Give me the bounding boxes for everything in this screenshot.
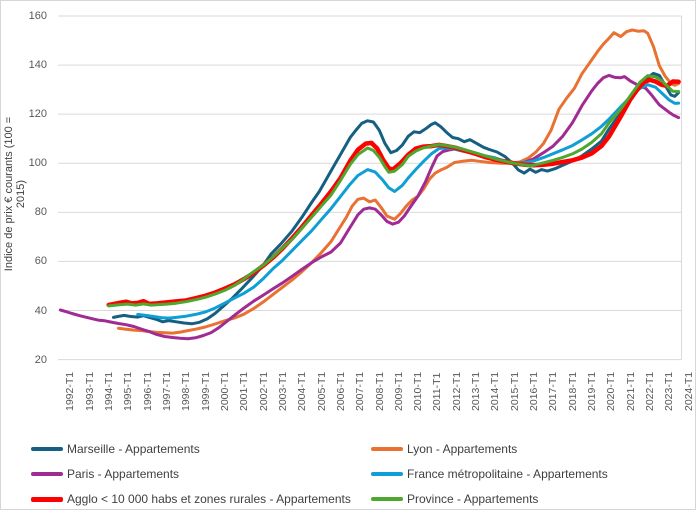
series-line [116, 28, 681, 335]
x-tick-label: 2021-T1 [624, 371, 637, 411]
x-tick-label: 2018-T1 [566, 371, 579, 411]
legend-label: Province - Appartements [407, 492, 539, 506]
legend-item: Province - Appartements [371, 491, 538, 507]
legend-swatch-line [31, 496, 63, 502]
x-tick-label: 2005-T1 [315, 371, 328, 411]
legend-label: Lyon - Appartements [407, 442, 518, 456]
x-tick-label: 2009-T1 [392, 371, 405, 411]
x-tick-label: 2014-T1 [489, 371, 502, 411]
series-line [107, 74, 681, 308]
legend-item: Paris - Appartements [31, 466, 179, 482]
y-axis-title: Indice de prix € courants (100 = 2015) [3, 116, 27, 272]
x-tick-label: 2013-T1 [470, 371, 483, 411]
legend-item: France métropolitaine - Appartements [371, 466, 608, 482]
x-tick-label: 2007-T1 [354, 371, 367, 411]
x-tick-label: 2016-T1 [528, 371, 541, 411]
y-tick-label: 80 [34, 206, 47, 219]
legend-swatch-line [371, 472, 403, 476]
y-tick-label: 40 [34, 304, 47, 317]
x-tick-label: 2022-T1 [644, 371, 656, 411]
x-tick-label: 2008-T1 [373, 371, 386, 411]
x-tick-label: 2011-T1 [431, 372, 444, 411]
y-tick-label: 120 [28, 108, 47, 121]
y-tick-label: 160 [28, 10, 47, 22]
legend-item: Marseille - Appartements [31, 441, 200, 457]
legend-swatch-line [31, 447, 63, 451]
x-tick-label: 1993-T1 [83, 371, 96, 411]
legend-label: France métropolitaine - Appartements [407, 467, 608, 481]
legend-item: Agglo < 10 000 habs et zones rurales - A… [31, 491, 351, 507]
x-tick-label: 1999-T1 [199, 371, 212, 411]
x-tick-label: 2024-T1 [682, 371, 695, 411]
legend-label: Marseille - Appartements [67, 442, 200, 456]
legend-swatch-line [371, 447, 403, 451]
y-tick-label: 140 [28, 59, 47, 72]
x-tick-label: 1992-T1 [64, 371, 77, 411]
x-tick-label: 2019-T1 [586, 371, 599, 411]
x-tick-label: 2012-T1 [450, 371, 463, 411]
x-tick-label: 1994-T1 [103, 371, 116, 411]
x-tick-label: 2002-T1 [257, 371, 270, 411]
legend-swatch-line [371, 497, 403, 501]
legend-label: Paris - Appartements [67, 467, 180, 481]
series-line [136, 83, 681, 320]
x-tick-label: 2006-T1 [334, 371, 347, 411]
x-tick-label: 2000-T1 [218, 371, 231, 411]
x-tick-label: 2010-T1 [412, 371, 425, 411]
x-tick-label: 2023-T1 [663, 371, 676, 411]
legend-swatch-line [31, 472, 63, 476]
x-tick-label: 1996-T1 [141, 371, 154, 411]
x-tick-label: 2003-T1 [276, 371, 289, 411]
series-line [112, 71, 681, 326]
y-tick-label: 60 [34, 255, 47, 268]
y-tick-label: 100 [28, 157, 47, 170]
y-tick-label: 20 [34, 353, 47, 366]
x-tick-label: 2020-T1 [605, 371, 618, 411]
x-tick-label: 2015-T1 [508, 371, 521, 411]
x-tick-label: 2017-T1 [547, 371, 560, 411]
legend-label: Agglo < 10 000 habs et zones rurales - A… [67, 492, 351, 506]
legend-item: Lyon - Appartements [371, 441, 517, 457]
series-line [58, 73, 681, 341]
x-tick-label: 1998-T1 [180, 371, 193, 411]
x-tick-label: 1995-T1 [122, 371, 135, 411]
x-tick-label: 2001-T1 [238, 371, 251, 411]
x-tick-label: 2004-T1 [296, 371, 309, 411]
x-tick-label: 1997-T1 [161, 371, 173, 411]
